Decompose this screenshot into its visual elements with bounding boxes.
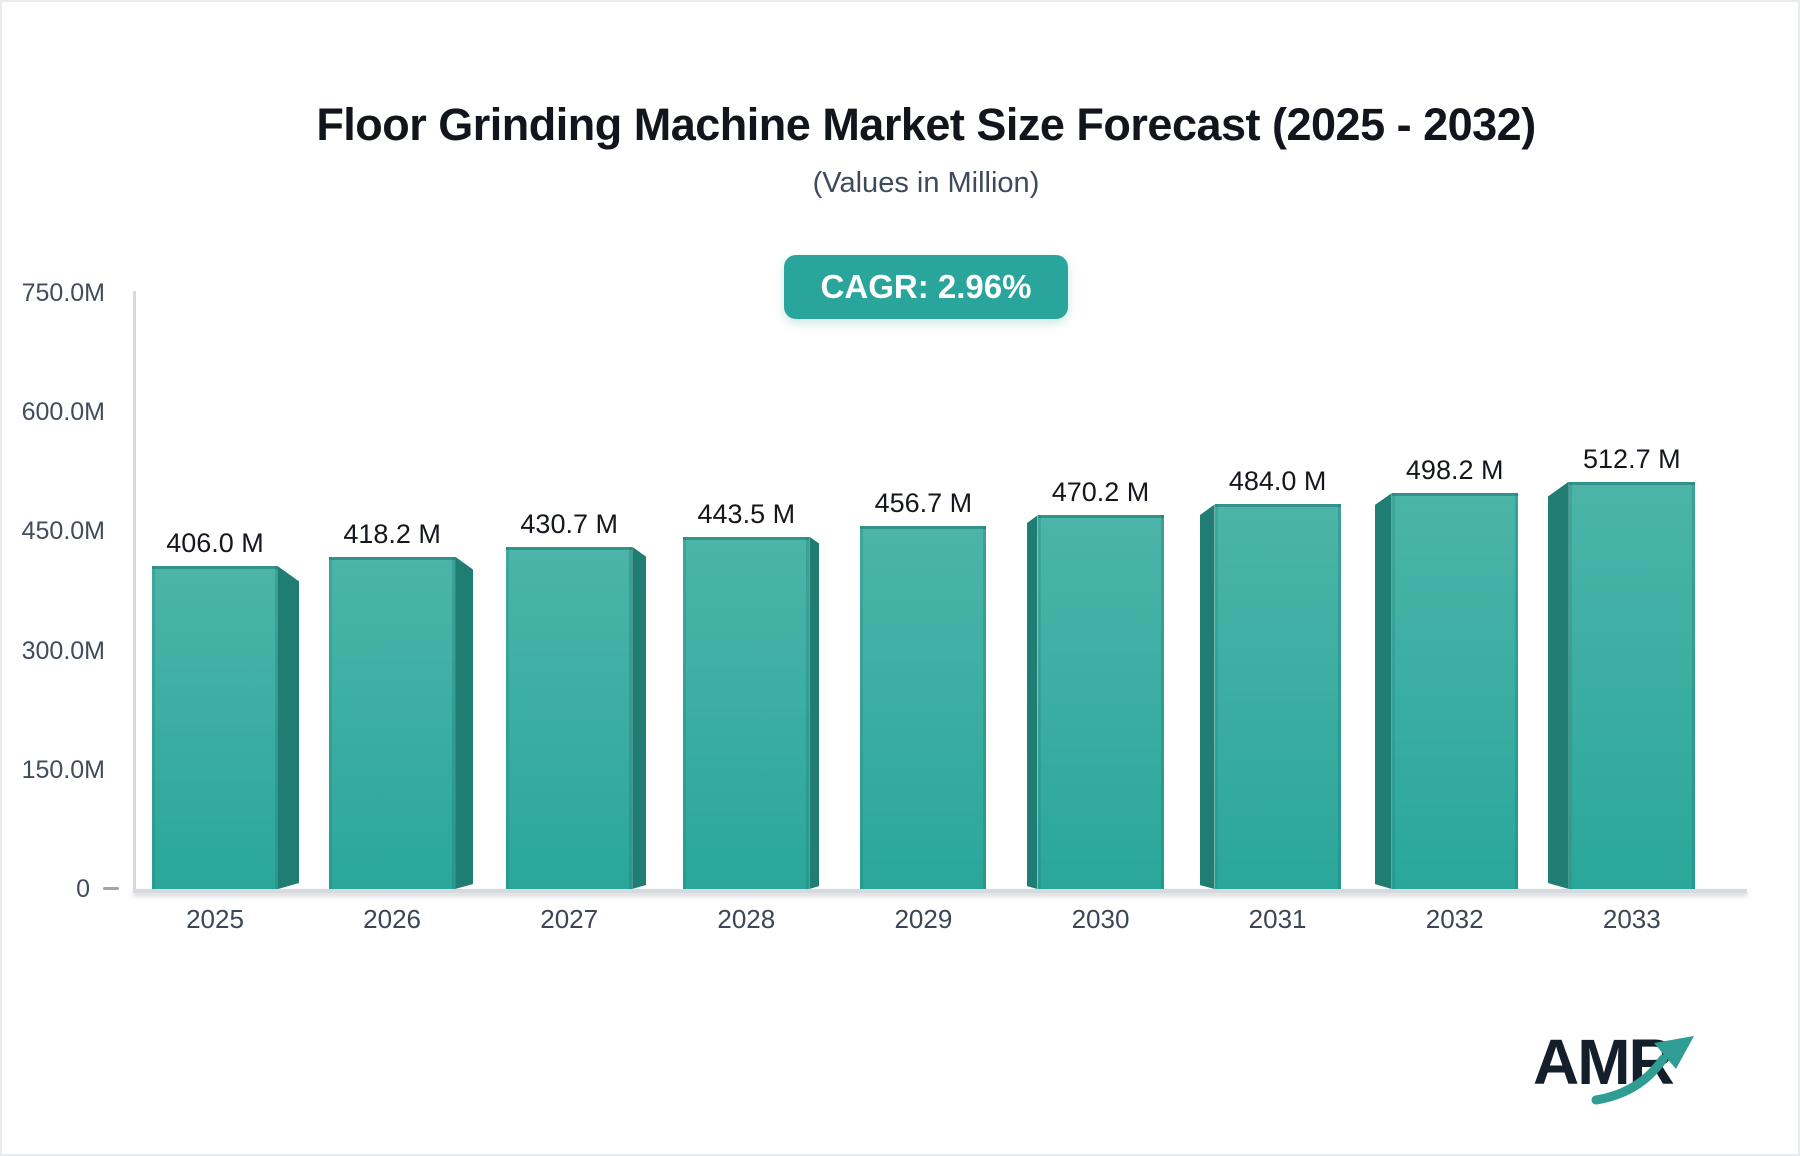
y-tick-label: 150.0M	[21, 755, 105, 784]
bar-side	[1027, 515, 1038, 889]
x-tick-label: 2027	[540, 904, 599, 934]
bar-value-label: 418.2 M	[343, 518, 441, 549]
bar-side	[632, 547, 646, 889]
growth-arrow-icon	[1591, 1036, 1694, 1105]
bar-2027	[506, 546, 633, 889]
bar-2031	[1214, 504, 1341, 889]
x-tick-label: 2026	[363, 904, 422, 934]
bar-value-label: 512.7 M	[1583, 443, 1681, 474]
bar-2032	[1391, 493, 1518, 889]
y-axis-line	[133, 291, 136, 889]
bar-side	[455, 557, 473, 889]
bar-2026	[329, 556, 456, 889]
x-tick-label: 2028	[717, 904, 776, 934]
amr-logo: AMR	[1533, 1030, 1713, 1120]
bar-side	[1548, 482, 1569, 889]
x-tick-label: 2025	[186, 904, 244, 934]
chart-title: Floor Grinding Machine Market Size Forec…	[316, 99, 1536, 150]
bar-side	[1200, 504, 1215, 889]
bar-value-label: 470.2 M	[1051, 477, 1150, 508]
bar-2030	[1037, 515, 1164, 889]
bar-value-label: 443.5 M	[697, 498, 796, 529]
amr-logo-text: AMR	[1533, 1026, 1675, 1098]
x-tick-label: 2030	[1071, 904, 1130, 934]
bar-value-label: 406.0 M	[166, 528, 264, 559]
cagr-badge: CAGR: 2.96%	[783, 255, 1069, 319]
x-tick-label: 2032	[1425, 904, 1484, 934]
bar-2028	[683, 536, 810, 889]
y-tick-label: 600.0M	[21, 398, 105, 427]
x-axis-line	[133, 889, 1747, 893]
chart-subtitle: (Values in Million)	[812, 167, 1040, 199]
bar-value-label: 484.0 M	[1228, 466, 1327, 497]
bar-side	[809, 537, 819, 889]
bar-value-label: 498.2 M	[1405, 455, 1504, 486]
bar-2029	[860, 526, 987, 889]
y-tick-label: 450.0M	[21, 517, 105, 546]
x-tick-label: 2029	[894, 904, 953, 934]
x-tick-label: 2031	[1248, 904, 1307, 934]
bar-value-label: 430.7 M	[520, 508, 618, 539]
zero-tick-dash	[103, 887, 119, 890]
bar-side	[278, 566, 299, 889]
y-tick-label: 750.0M	[21, 279, 105, 307]
x-tick-label: 2033	[1602, 904, 1661, 934]
bar-value-label: 456.7 M	[874, 488, 973, 519]
bar-2033	[1568, 481, 1695, 889]
bar-2025	[152, 566, 278, 889]
bar-side	[1375, 493, 1392, 889]
y-tick-label: 0	[76, 875, 90, 903]
cagr-badge-row: CAGR: 2.96%	[54, 255, 1798, 319]
y-tick-label: 300.0M	[21, 636, 105, 665]
